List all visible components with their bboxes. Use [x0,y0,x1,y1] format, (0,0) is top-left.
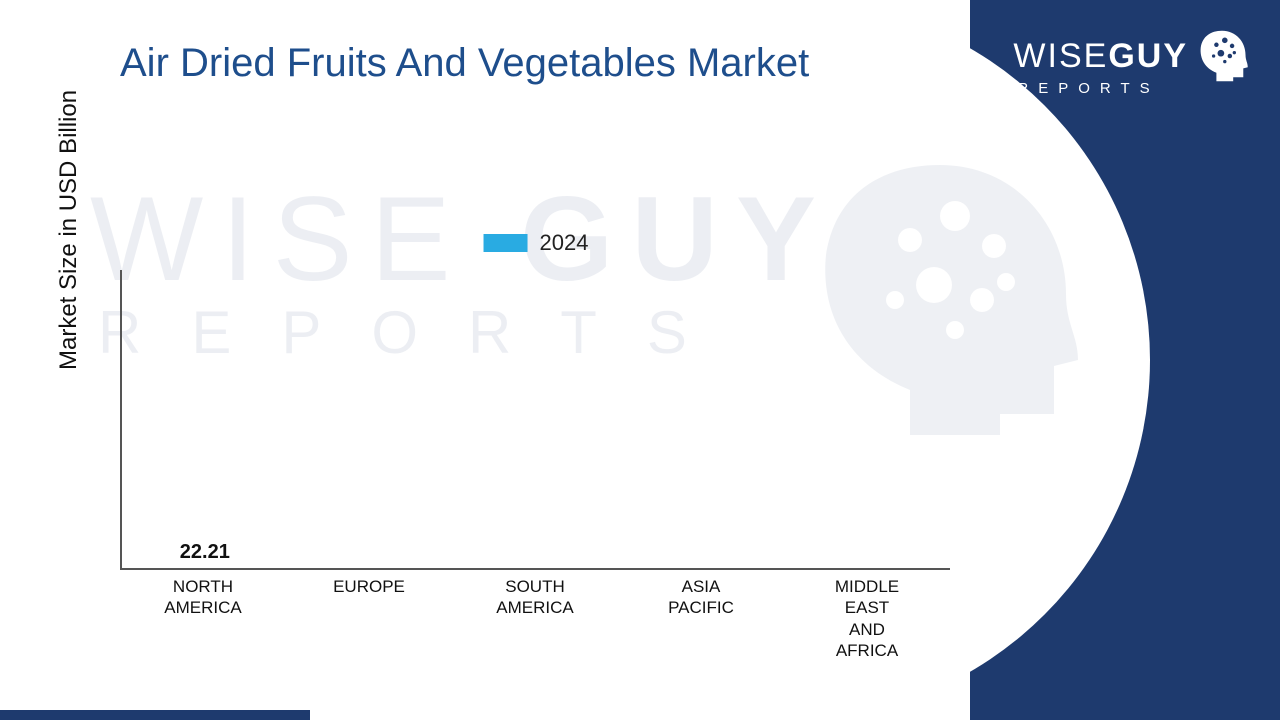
bar-chart: 2024 22.21 [120,270,950,570]
x-axis-labels: NORTHAMERICAEUROPESOUTHAMERICAASIAPACIFI… [120,576,950,661]
x-axis-category: SOUTHAMERICA [460,576,609,661]
bars-container: 22.21 [122,270,950,568]
x-axis-category: EUROPE [294,576,443,661]
logo-text-wise: WISE [1013,37,1108,75]
chart-title: Air Dried Fruits And Vegetables Market [120,40,809,86]
y-axis-label: Market Size in USD Billion [55,90,83,370]
logo-text-guy: GUY [1108,37,1188,75]
chart-legend: 2024 [484,230,589,256]
x-axis-category: NORTHAMERICA [128,576,277,661]
brand-logo: WISEGUY REPORTS [1013,28,1250,97]
legend-swatch [484,234,528,252]
logo-head-icon [1194,28,1250,84]
legend-label: 2024 [540,230,589,256]
x-axis-category: MIDDLEEASTANDAFRICA [792,576,941,661]
bar-value-label: 22.21 [180,541,230,564]
bottom-accent-bar [0,710,310,720]
brand-side-panel [970,0,1280,720]
x-axis-category: ASIAPACIFIC [626,576,775,661]
